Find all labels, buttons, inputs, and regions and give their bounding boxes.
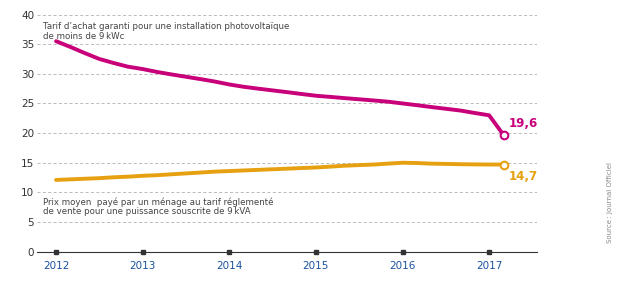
Text: Source : Journal Officiel: Source : Journal Officiel — [607, 162, 613, 243]
Text: Tarif d’achat garanti pour une installation photovoltaïque: Tarif d’achat garanti pour une installat… — [43, 22, 289, 31]
Text: 19,6: 19,6 — [508, 117, 537, 130]
Text: de moins de 9 kWc: de moins de 9 kWc — [43, 32, 125, 41]
Text: de vente pour une puissance souscrite de 9 kVA: de vente pour une puissance souscrite de… — [43, 207, 251, 216]
Text: 14,7: 14,7 — [508, 170, 537, 183]
Text: Prix moyen  payé par un ménage au tarif réglementé: Prix moyen payé par un ménage au tarif r… — [43, 197, 273, 206]
